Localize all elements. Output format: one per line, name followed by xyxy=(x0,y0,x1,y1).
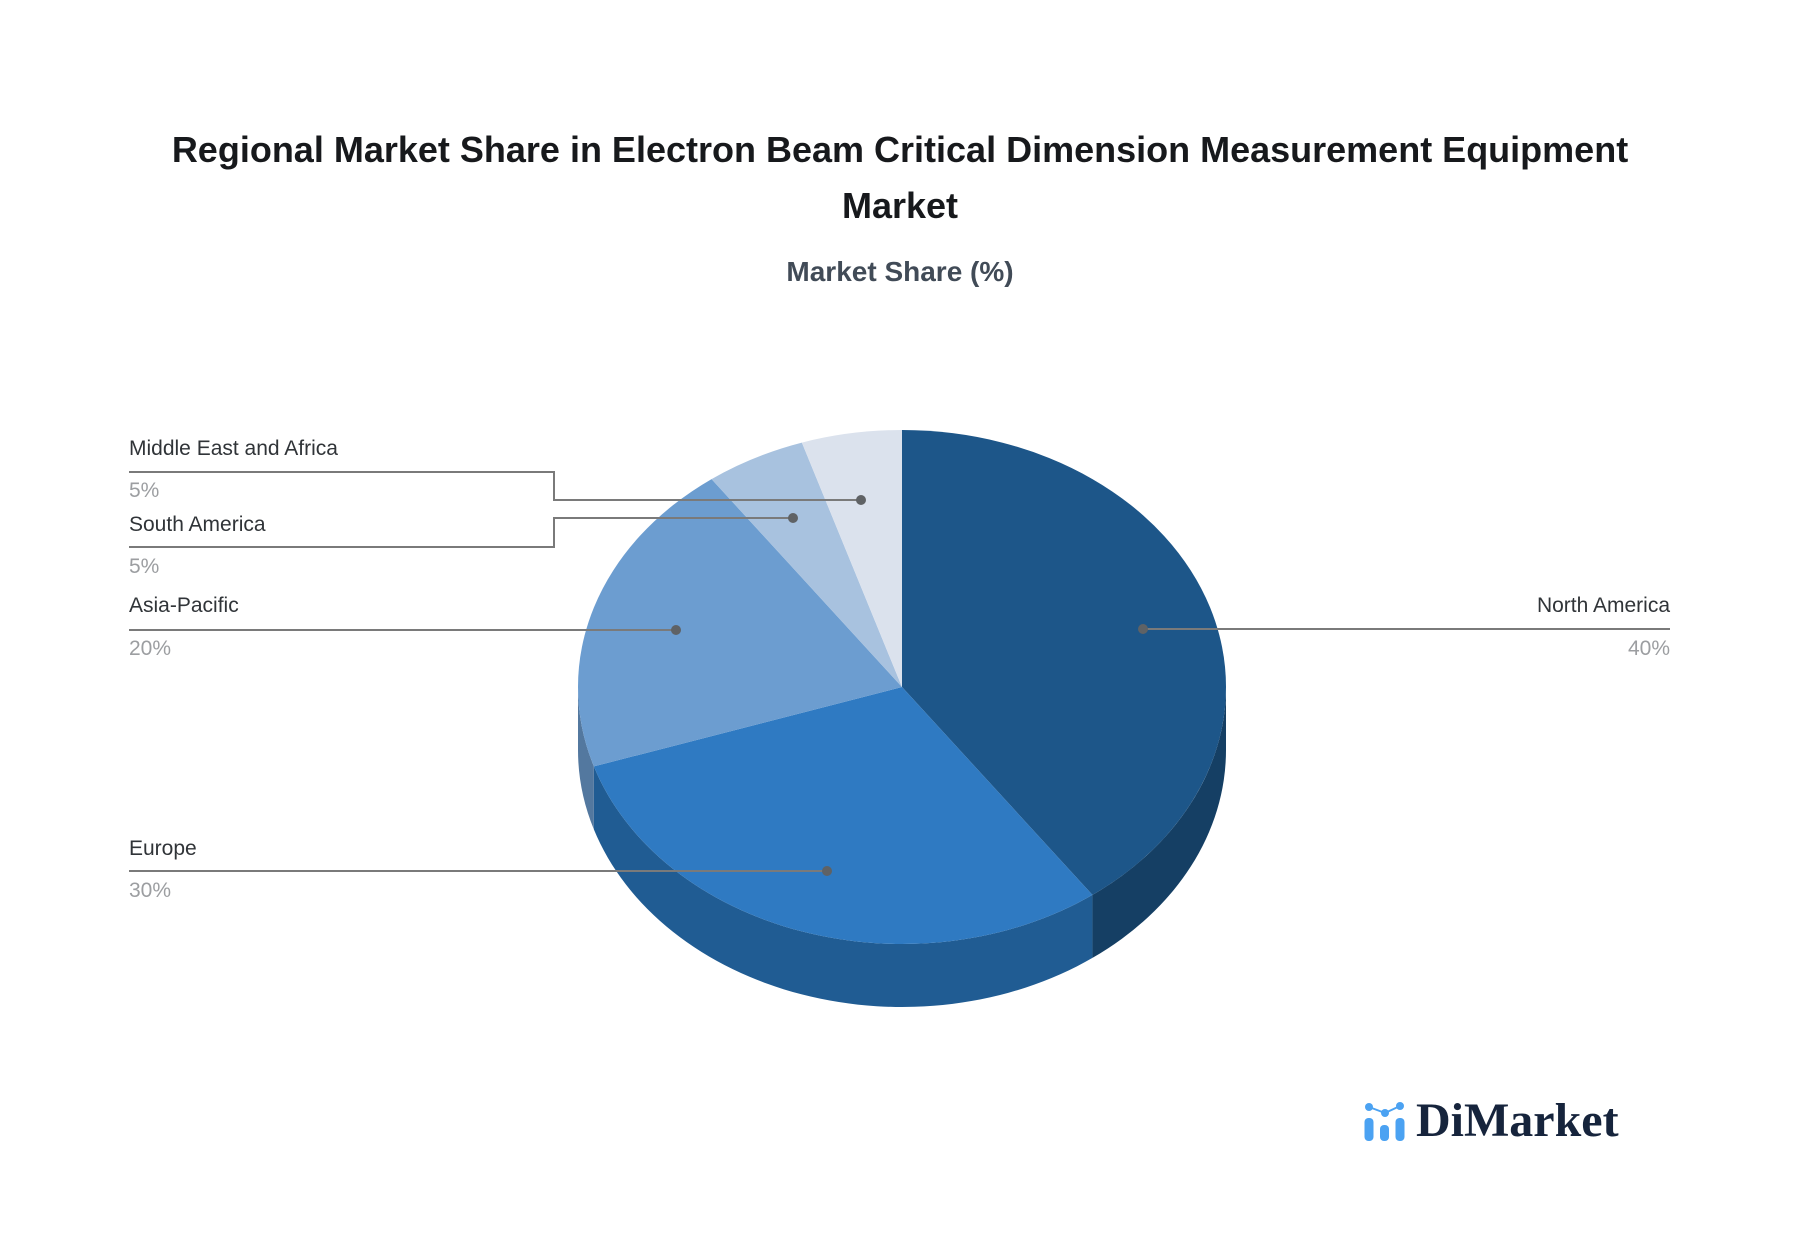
pie-slice-south-america[interactable] xyxy=(711,442,902,687)
slice-value-south-america: 5% xyxy=(129,555,160,578)
slice-value-middle-east-and-africa: 5% xyxy=(129,479,160,502)
pie-slice-middle-east-and-africa[interactable] xyxy=(801,430,902,687)
chart-title: Regional Market Share in Electron Beam C… xyxy=(171,129,1629,226)
pie-slice-europe[interactable] xyxy=(593,687,1093,945)
chart-subtitle: Market Share (%) xyxy=(786,256,1014,287)
slice-label-asia-pacific: Asia-Pacific xyxy=(129,594,239,617)
connector-dot-middle-east-and-africa xyxy=(856,495,866,505)
connector-dot-asia-pacific xyxy=(671,625,681,635)
pie-slice-north-america[interactable] xyxy=(902,430,1227,895)
slice-label-south-america: South America xyxy=(129,513,266,536)
slice-label-middle-east-and-africa: Middle East and Africa xyxy=(129,437,338,460)
connector-dot-north-america xyxy=(1138,624,1148,634)
bar-chart-logo-icon xyxy=(1364,1102,1405,1141)
slice-value-north-america: 40% xyxy=(1627,637,1670,660)
connector-dot-europe xyxy=(822,866,832,876)
dimarket-logo: DiMarket xyxy=(1364,1097,1619,1145)
dimarket-logo-text: DiMarket xyxy=(1416,1094,1619,1147)
connector-middle-east-and-africa xyxy=(129,471,861,501)
pie-slice-side-europe[interactable] xyxy=(593,766,1093,1008)
slice-label-north-america: North America xyxy=(1536,594,1670,617)
slice-value-asia-pacific: 20% xyxy=(129,637,172,660)
pie-slice-asia-pacific[interactable] xyxy=(578,479,902,767)
connector-dot-south-america xyxy=(788,513,798,523)
connector-south-america xyxy=(129,517,793,548)
slice-value-europe: 30% xyxy=(129,879,172,902)
pie-slice-side-north-america[interactable] xyxy=(1092,687,1226,958)
pie-slice-side-asia-pacific[interactable] xyxy=(578,687,594,830)
slice-label-europe: Europe xyxy=(129,837,197,860)
